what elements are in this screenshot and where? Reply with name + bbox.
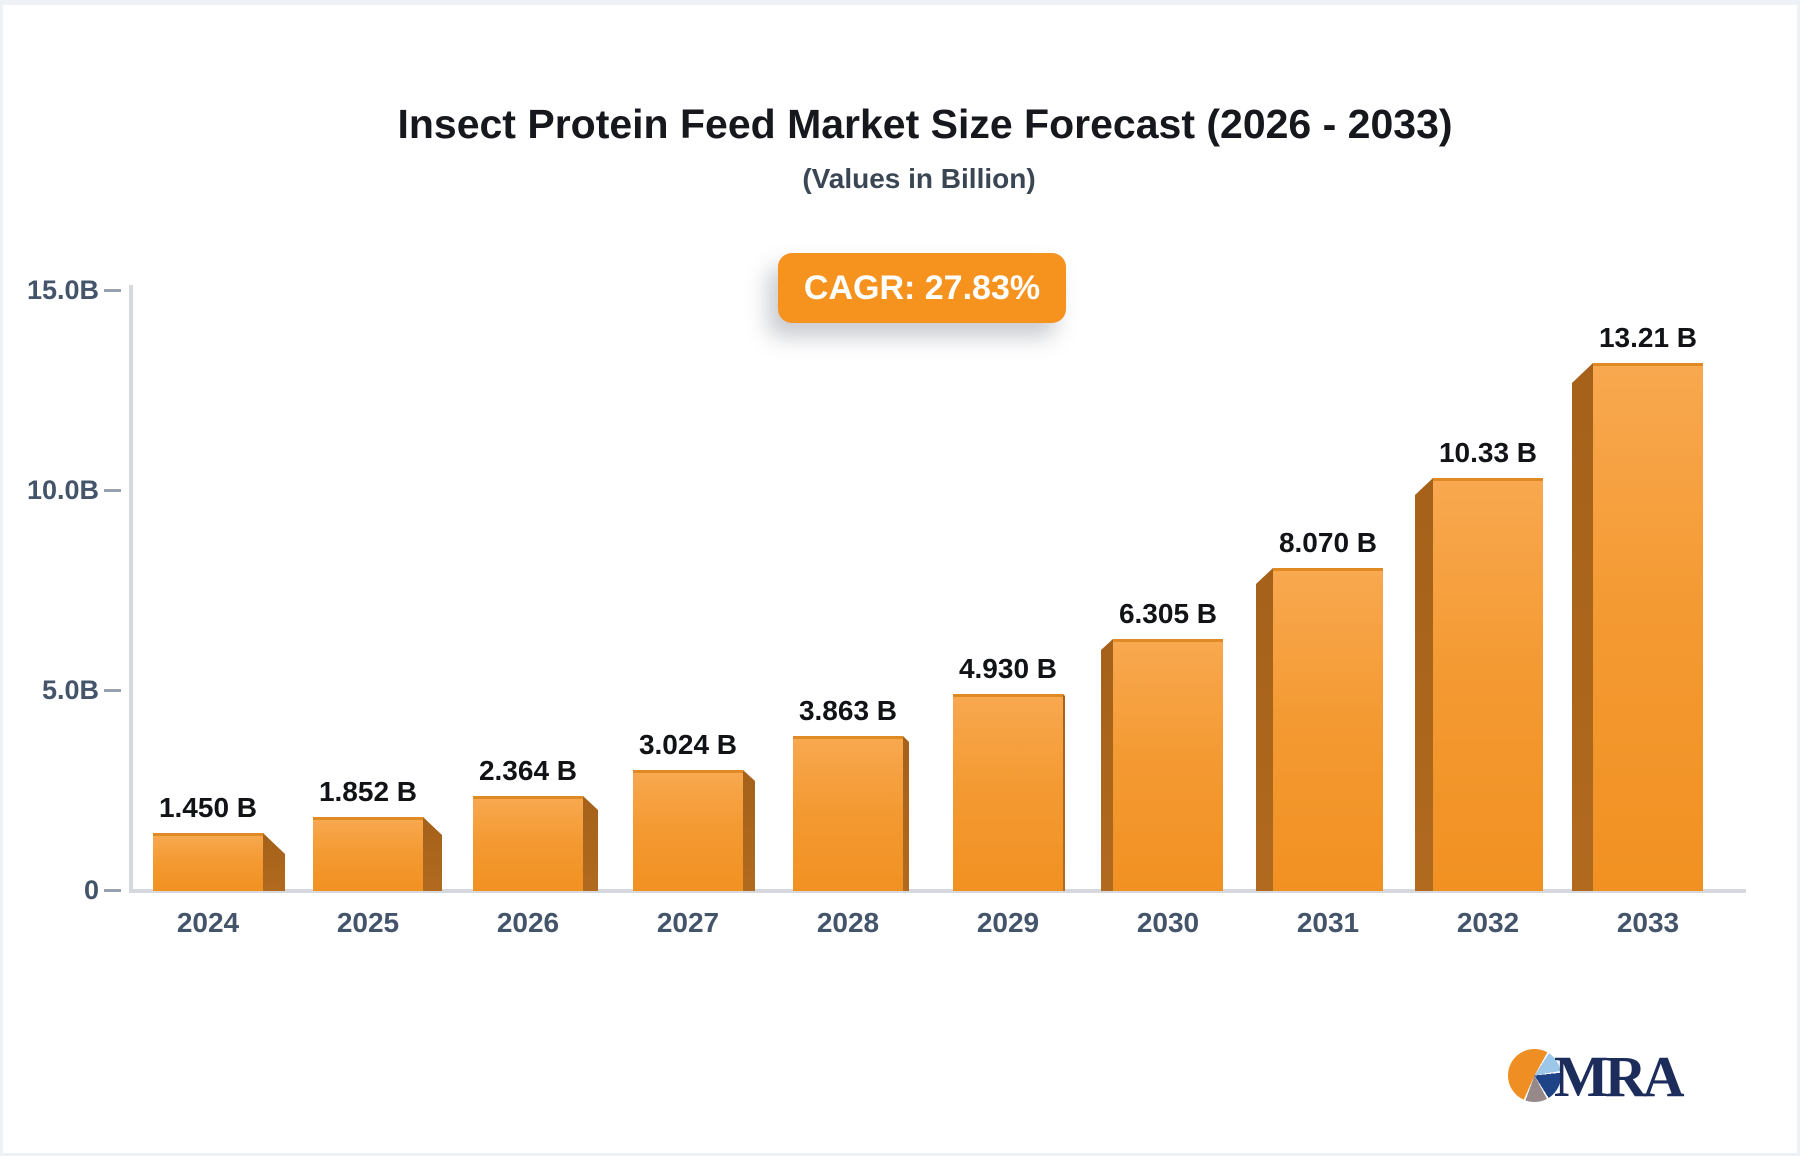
bar-value-label-2030: 6.305 B xyxy=(1118,598,1218,629)
x-axis-label-2031: 2031 xyxy=(1296,907,1360,938)
bar-3d-side-2032 xyxy=(1415,478,1433,891)
bar-3d-side-2033 xyxy=(1572,363,1593,891)
bar-3d-side-2031 xyxy=(1256,568,1273,891)
bar-2025 xyxy=(313,817,423,891)
bar-2024 xyxy=(153,833,263,891)
bar-value-label-2032: 10.33 B xyxy=(1438,437,1538,468)
bar-3d-side-2026 xyxy=(583,796,598,891)
y-axis-line xyxy=(129,285,133,893)
x-axis-label-2024: 2024 xyxy=(176,907,240,938)
x-axis-label-2029: 2029 xyxy=(976,907,1040,938)
y-tick-label: 10.0B xyxy=(26,475,99,505)
bar-value-label-2028: 3.863 B xyxy=(798,695,898,726)
bar-2028 xyxy=(793,736,903,891)
bar-2033 xyxy=(1593,363,1703,891)
bar-3d-side-2025 xyxy=(423,817,442,891)
chart-card: Insect Protein Feed Market Size Forecast… xyxy=(3,5,1797,1153)
y-tick-mark xyxy=(104,489,121,492)
y-tick-label: 5.0B xyxy=(41,675,99,705)
bar-value-label-2033: 13.21 B xyxy=(1598,322,1698,353)
pie-chart-logo-icon xyxy=(1508,1049,1561,1102)
bar-value-label-2026: 2.364 B xyxy=(478,755,578,786)
chart-title: Insect Protein Feed Market Size Forecast… xyxy=(397,101,1453,147)
x-axis-label-2025: 2025 xyxy=(336,907,400,938)
x-axis-label-2032: 2032 xyxy=(1456,907,1520,938)
brand-text: MRA xyxy=(1554,1044,1685,1109)
y-tick-label: 0 xyxy=(83,875,99,905)
bar-value-label-2025: 1.852 B xyxy=(318,776,418,807)
bar-value-label-2027: 3.024 B xyxy=(638,729,738,760)
bar-3d-side-2028 xyxy=(903,736,909,891)
bar-value-label-2031: 8.070 B xyxy=(1278,527,1378,558)
bar-3d-side-2029 xyxy=(1063,694,1065,891)
x-axis-label-2030: 2030 xyxy=(1136,907,1200,938)
bar-2031 xyxy=(1273,568,1383,891)
bar-value-label-2024: 1.450 B xyxy=(158,792,258,823)
bar-2032 xyxy=(1433,478,1543,891)
x-axis-label-2028: 2028 xyxy=(816,907,880,938)
y-tick-label: 15.0B xyxy=(26,275,99,305)
x-axis-label-2027: 2027 xyxy=(656,907,720,938)
bar-value-label-2029: 4.930 B xyxy=(958,653,1058,684)
x-axis-label-2033: 2033 xyxy=(1616,907,1680,938)
chart-subtitle: (Values in Billion) xyxy=(802,163,1036,194)
bar-2030 xyxy=(1113,639,1223,891)
bar-3d-side-2027 xyxy=(743,770,755,891)
bar-3d-side-2024 xyxy=(263,833,285,891)
cagr-badge: CAGR: 27.83% xyxy=(778,253,1066,323)
bar-2027 xyxy=(633,770,743,891)
bar-2029 xyxy=(953,694,1063,891)
y-tick-mark xyxy=(104,689,121,692)
x-axis-line xyxy=(129,889,1746,893)
bar-3d-side-2030 xyxy=(1101,639,1113,891)
y-tick-mark xyxy=(104,889,121,892)
y-tick-mark xyxy=(104,289,121,292)
x-axis-label-2026: 2026 xyxy=(496,907,560,938)
brand-logo: MRA xyxy=(1508,1043,1768,1113)
bar-2026 xyxy=(473,796,583,891)
